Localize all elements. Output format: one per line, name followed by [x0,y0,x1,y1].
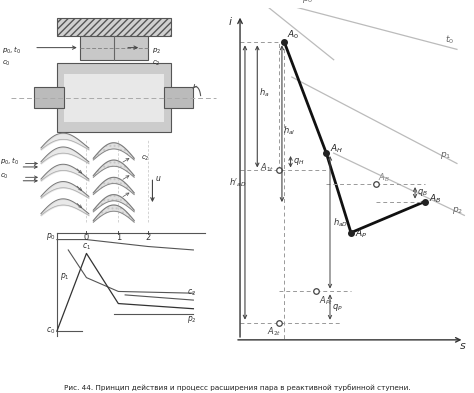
Text: $A_{1t}$: $A_{1t}$ [260,162,274,174]
Text: $h_{al}$: $h_{al}$ [283,124,296,137]
Text: 0: 0 [84,233,89,242]
Text: $p_2$: $p_2$ [153,47,162,56]
Text: $t_0$: $t_0$ [445,33,454,46]
Text: $i$: $i$ [228,15,233,27]
Text: $p_1$: $p_1$ [440,150,451,161]
Text: $q_P$: $q_P$ [332,301,343,312]
Polygon shape [164,87,193,108]
Text: $p_2$: $p_2$ [187,314,196,325]
Polygon shape [64,73,164,122]
Text: $A_0$: $A_0$ [287,28,299,41]
Polygon shape [57,63,171,132]
Text: 1: 1 [116,233,121,242]
Text: $A_{Pt}$: $A_{Pt}$ [319,294,333,307]
Polygon shape [57,18,171,35]
Text: $u$: $u$ [155,174,161,183]
Text: $p_2$: $p_2$ [452,205,463,216]
Text: $p_1$: $p_1$ [60,271,70,282]
Polygon shape [80,35,148,60]
Text: $c_2$: $c_2$ [141,154,150,163]
Text: $h_a$: $h_a$ [258,86,269,99]
Text: $q_H$: $q_H$ [293,156,305,167]
Text: $A_{2t}$: $A_{2t}$ [267,326,282,338]
Text: $A_B$: $A_B$ [378,172,390,184]
Polygon shape [34,87,64,108]
Text: $c_1$: $c_1$ [82,241,91,252]
Text: $h_{aD}$: $h_{aD}$ [333,216,348,229]
Text: $A_P$: $A_P$ [355,227,367,240]
Text: $A_B$: $A_B$ [428,193,441,205]
Text: 2: 2 [145,233,151,242]
Text: $c_0$: $c_0$ [2,59,11,68]
Text: $A_H$: $A_H$ [330,142,343,155]
Text: $q_B$: $q_B$ [418,187,428,198]
Text: $p_0,t_0$: $p_0,t_0$ [0,156,19,167]
Text: $p_0$: $p_0$ [301,0,313,5]
Text: $c_0$: $c_0$ [0,171,9,180]
Text: $s$: $s$ [459,340,467,351]
Text: $c_0$: $c_0$ [46,326,55,336]
Text: $p_0,t_0$: $p_0,t_0$ [2,45,21,56]
Text: Рис. 44. Принцип действия и процесс расширения пара в реактивной турбинной ступе: Рис. 44. Принцип действия и процесс расш… [64,384,410,391]
Text: $c_2$: $c_2$ [153,59,161,68]
Text: $c_2$: $c_2$ [187,288,196,298]
Text: $h'_{aD}$: $h'_{aD}$ [229,176,247,189]
Text: $p_0$: $p_0$ [46,231,55,242]
